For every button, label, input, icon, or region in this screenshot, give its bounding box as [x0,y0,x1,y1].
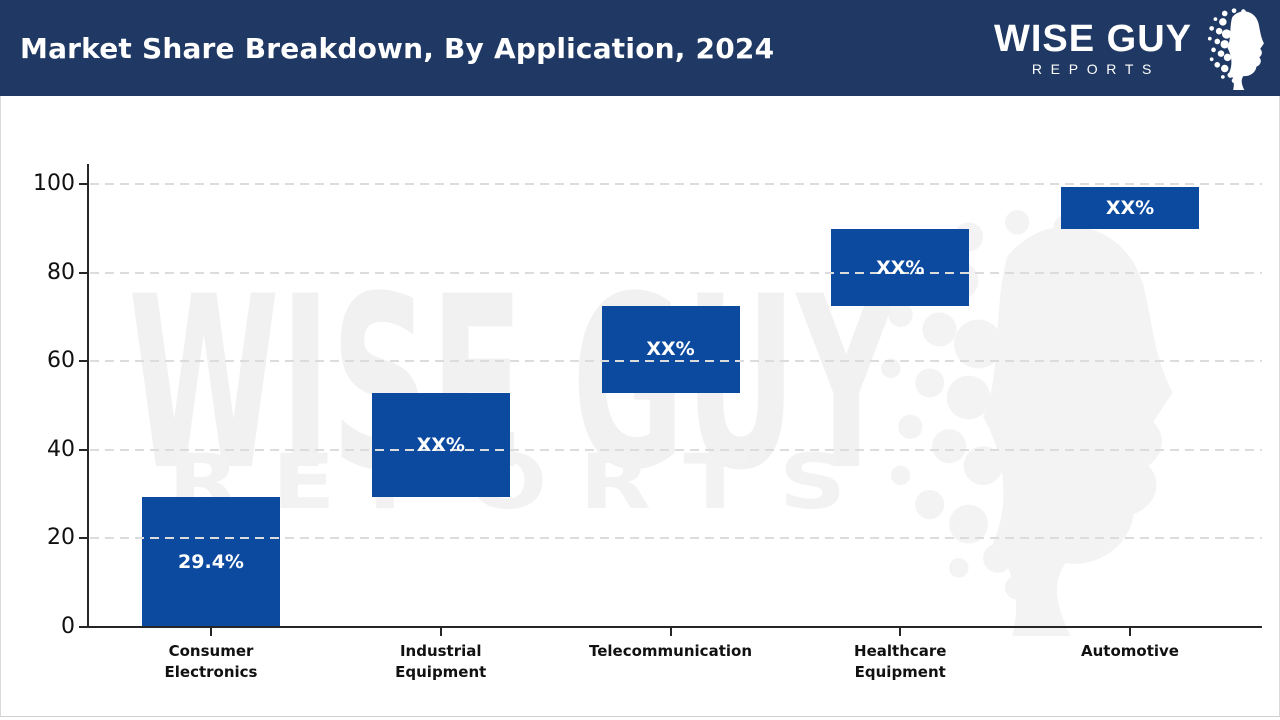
wise-guy-head-icon [1207,8,1264,90]
y-axis-line [87,164,89,628]
y-tick-mark [79,271,88,274]
y-gridline [90,183,1262,185]
y-gridline [90,448,1262,451]
bar-value-label: XX% [416,433,465,456]
y-tick-mark [79,360,88,363]
brand-subname: REPORTS [1031,60,1161,77]
y-tick-mark [79,183,88,185]
image-frame-bottom [0,716,1280,717]
bar-value-label: XX% [646,338,695,361]
bar [1061,187,1199,230]
y-tick-mark [79,537,88,540]
y-tick-label: 100 [33,171,75,196]
x-tick-mark [439,628,442,636]
page-title: Market Share Breakdown, By Application, … [20,31,775,65]
category-label: Healthcare Equipment [854,642,947,681]
category-label: Consumer Electronics [164,642,258,681]
y-tick-label: 0 [61,614,75,639]
brand-name: WISE GUY [993,17,1192,60]
x-tick-mark [899,628,902,636]
bar [142,496,280,627]
y-gridline [90,360,1262,363]
y-tick-label: 60 [47,348,75,374]
y-tick-label: 40 [47,436,75,462]
y-tick-mark [79,448,88,451]
header: Market Share Breakdown, By Application, … [0,0,1280,96]
y-gridline [90,271,1262,274]
brand-logo-text: WISE GUY REPORTS [994,20,1192,77]
y-tick-label: 80 [47,259,75,285]
bar [601,306,740,393]
category-label: Industrial Equipment [395,642,487,681]
bar-value-label: 29.4% [178,550,244,573]
x-tick-mark [669,628,672,636]
y-tick-mark [79,626,88,628]
bar-value-label: XX% [1105,197,1155,220]
bar [371,392,510,497]
category-label: Telecommunication [589,642,752,660]
x-tick-mark [1129,628,1131,636]
x-tick-mark [210,628,212,636]
category-label: Automotive [1081,642,1179,660]
y-gridline [90,537,1262,540]
x-axis-line [88,626,1262,628]
y-tick-label: 20 [47,525,75,551]
bar-value-label: XX% [876,256,925,279]
brand-logo: WISE GUY REPORTS [994,0,1272,96]
